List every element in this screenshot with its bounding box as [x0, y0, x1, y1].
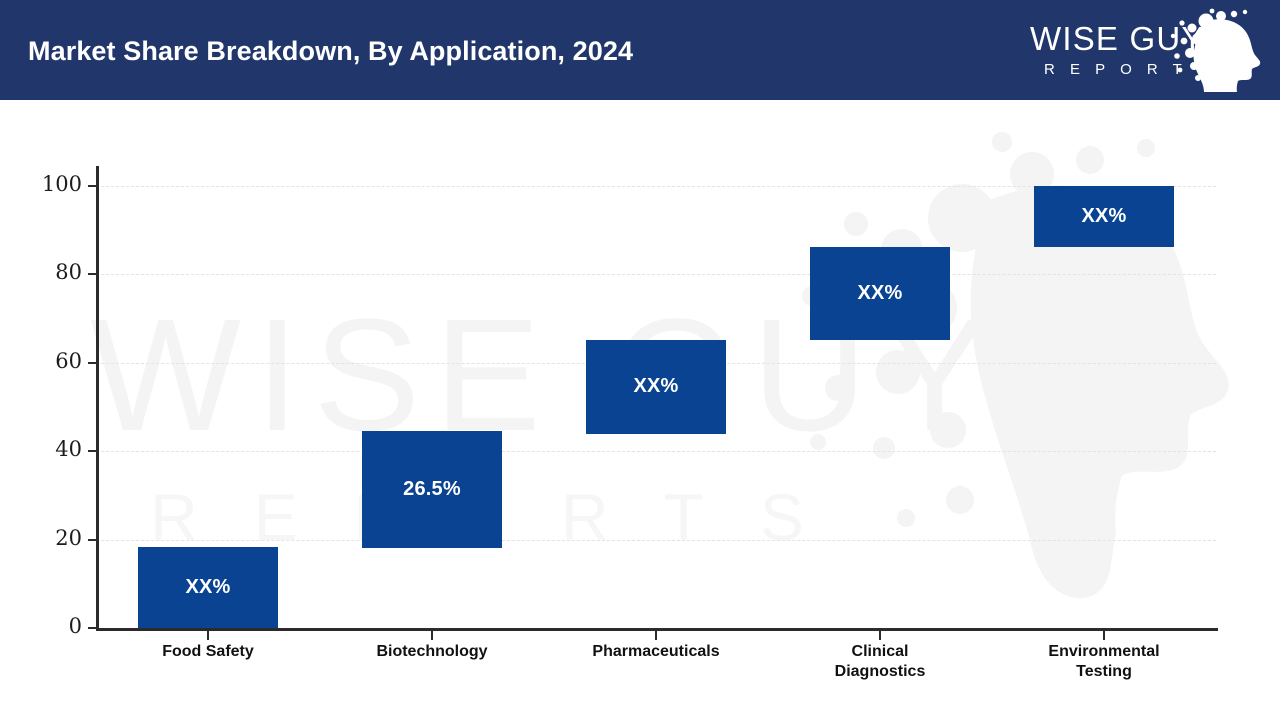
x-tick-mark — [879, 631, 881, 640]
chart-container: WISE GUY REPORTS 0 20 40 60 80 100 XX% 26.5% XX… — [0, 100, 1280, 720]
y-tick-label: 60 — [55, 348, 82, 373]
x-axis-label: Clinical Diagnostics — [834, 643, 926, 680]
x-axis-label: Pharmaceuticals — [592, 643, 720, 660]
y-tick-mark — [88, 273, 97, 276]
bar-value-label: XX% — [857, 281, 903, 304]
x-axis-label: Environmental Testing — [1048, 643, 1160, 680]
gridline — [96, 539, 1216, 541]
y-tick-label: 100 — [41, 172, 82, 196]
gridline — [96, 186, 1216, 187]
x-axis-label: Food Safety — [162, 643, 254, 660]
bar-value-label: XX% — [1081, 204, 1127, 227]
gridline — [96, 274, 1216, 276]
x-axis-label: Biotechnology — [376, 643, 488, 660]
bar-pharmaceuticals[interactable]: XX% — [586, 339, 726, 434]
y-tick-label: 80 — [55, 260, 82, 285]
x-axis-line — [96, 628, 1218, 631]
page-title: Market Share Breakdown, By Application, … — [28, 36, 634, 66]
bar-value-label: 26.5% — [403, 477, 461, 500]
y-axis-line — [96, 166, 99, 630]
y-tick-mark — [88, 538, 97, 541]
y-tick-label: 20 — [55, 525, 82, 550]
y-tick-mark — [88, 361, 97, 364]
logo-wordmark: WISE GUY — [1030, 20, 1205, 57]
bar-value-label: XX% — [185, 576, 231, 599]
x-tick-mark — [1103, 631, 1105, 640]
x-tick-mark — [655, 631, 657, 640]
bar-environmental-testing[interactable]: XX% — [1034, 186, 1174, 247]
page-header: Market Share Breakdown, By Application, … — [0, 0, 1280, 100]
y-tick-label: 0 — [68, 614, 82, 638]
y-tick-label: 40 — [55, 437, 82, 462]
wise-guy-reports-logo: WISE GUY R E P O R T S — [1022, 8, 1272, 92]
bar-value-label: XX% — [633, 375, 679, 398]
watermark-tagline: REPORTS — [150, 480, 860, 554]
y-tick-mark — [88, 627, 97, 629]
y-tick-mark — [88, 450, 97, 453]
x-tick-mark — [431, 631, 433, 640]
bar-clinical-diagnostics[interactable]: XX% — [810, 246, 950, 340]
x-tick-mark — [207, 631, 209, 640]
y-tick-mark — [88, 185, 97, 187]
bar-food-safety[interactable]: XX% — [138, 547, 278, 628]
logo-tagline: R E P O R T S — [1044, 61, 1212, 78]
gridline — [96, 451, 1216, 453]
bar-biotechnology[interactable]: 26.5% — [362, 430, 502, 548]
